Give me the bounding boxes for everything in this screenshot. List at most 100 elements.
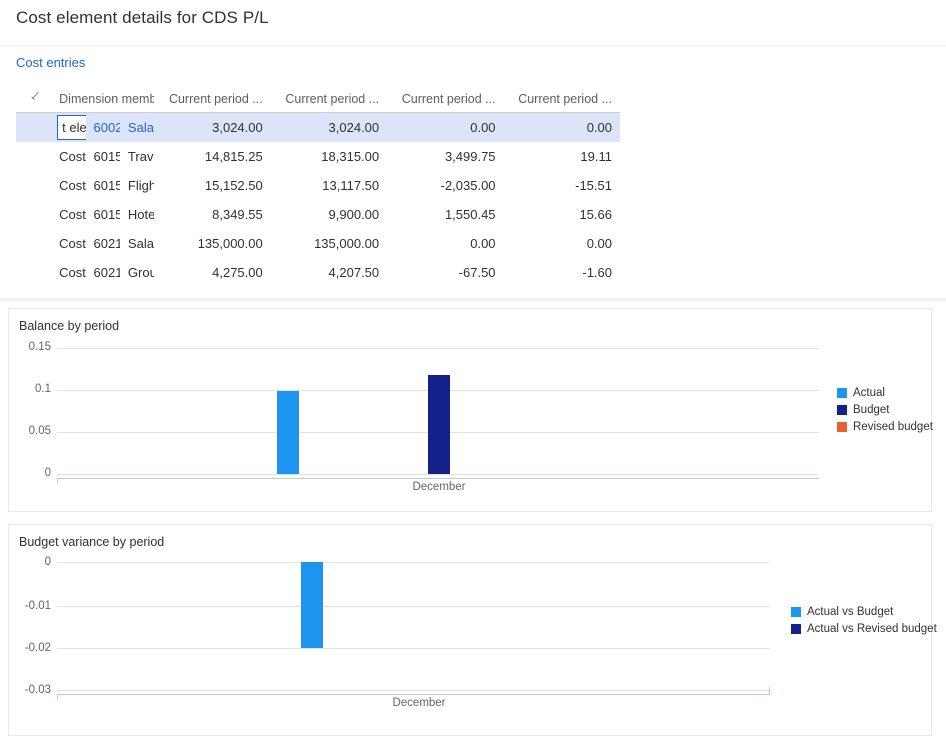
cell-description[interactable]: Salaries ... (127, 236, 154, 251)
cell-current-period-2[interactable]: 18,315.00 (321, 149, 380, 164)
table-row[interactable]: Cost ele... 601504 Flight Ex... 15,152.5… (16, 171, 620, 200)
cell-description[interactable]: Travel Ex... (127, 149, 154, 164)
table-row[interactable]: Cost ele... 602170 Group D... 4,275.00 4… (16, 258, 620, 287)
cell-dimension-member[interactable]: Cost ele... (59, 207, 86, 222)
cell-current-period-4[interactable]: 0.00 (503, 112, 620, 142)
balance-x-axis (57, 478, 819, 479)
cell-current-period-3[interactable]: -2,035.00 (440, 178, 496, 193)
grid-bottom-shadow (0, 298, 946, 304)
cell-current-period-1[interactable]: 135,000.00 (197, 236, 263, 251)
column-header-current-period-3[interactable]: Current period ... (387, 86, 504, 113)
cell-dimension-member[interactable]: Cost ele... (59, 178, 86, 193)
cell-cost-element-number[interactable]: 602100 (93, 236, 120, 251)
select-all-column-header[interactable] (16, 86, 52, 113)
cell-description[interactable]: Salaries ... (119, 112, 155, 142)
table-row[interactable]: t elements 600250 Salaries ... 3,024.00 … (16, 112, 620, 142)
row-select-cell[interactable] (16, 258, 51, 287)
table-body: t elements 600250 Salaries ... 3,024.00 … (16, 112, 620, 299)
checkmark-icon[interactable] (30, 91, 43, 104)
table-row-partial[interactable] (16, 287, 620, 298)
cell-current-period-3[interactable]: 0.00 (470, 236, 496, 251)
cell-cost-element-number[interactable]: 601504 (93, 178, 120, 193)
cost-entries-grid[interactable]: Dimension member Current period ... Curr… (16, 86, 620, 298)
variance-xtick-december: December (392, 697, 446, 709)
balance-bar-budget-december[interactable] (428, 375, 450, 474)
cell-dimension-member[interactable]: t elements (51, 112, 86, 142)
variance-gridline--0.01 (57, 606, 770, 607)
cell-cost-element-number[interactable]: 601506 (93, 207, 120, 222)
cell-current-period-2[interactable]: 4,207.50 (328, 265, 380, 280)
legend-label-revised-budget: Revised budget (853, 421, 933, 433)
row-select-cell[interactable] (16, 171, 51, 200)
column-header-current-period-2[interactable]: Current period ... (270, 86, 388, 113)
row-select-cell[interactable] (16, 112, 52, 142)
variance-ytick-0: 0 (44, 556, 51, 568)
column-header-dimension-member[interactable]: Dimension member (51, 86, 155, 113)
row-select-cell[interactable] (16, 142, 51, 171)
cost-entries-link[interactable]: Cost entries (16, 55, 86, 70)
cell-current-period-1[interactable]: 4,275.00 (212, 265, 263, 280)
cell-current-period-3[interactable]: -67.50 (458, 265, 496, 280)
variance-bar-actual-vs-budget-december[interactable] (301, 562, 323, 648)
legend-swatch-actual-vs-budget-icon (791, 607, 801, 617)
cost-entries-table: Dimension member Current period ... Curr… (16, 86, 620, 298)
cell-current-period-1[interactable]: 15,152.50 (204, 178, 263, 193)
legend-label-actual-vs-budget: Actual vs Budget (807, 606, 894, 618)
variance-x-axis-start-tick (57, 694, 58, 700)
legend-swatch-actual-vs-revised-budget-icon (791, 624, 801, 634)
table-row[interactable]: Cost ele... 602100 Salaries ... 135,000.… (16, 229, 620, 258)
cell-current-period-4[interactable]: -1.60 (582, 265, 612, 280)
row-select-cell[interactable] (16, 229, 51, 258)
variance-chart-legend: Actual vs Budget Actual vs Revised budge… (791, 604, 937, 638)
legend-item-revised-budget[interactable]: Revised budget (837, 419, 933, 435)
balance-plot-area (57, 339, 821, 484)
column-header-current-period-1[interactable]: Current period ... (154, 86, 271, 113)
cell-current-period-2[interactable]: 3,024.00 (270, 112, 388, 142)
variance-plot-area (57, 555, 772, 700)
balance-ytick-1: 0.1 (35, 383, 51, 395)
cell-current-period-4[interactable]: -15.51 (575, 178, 612, 193)
balance-ytick-2: 0.05 (28, 425, 51, 437)
cell-dimension-member[interactable]: Cost ele... (59, 149, 86, 164)
dimension-member-input[interactable]: t elements (57, 115, 86, 140)
row-select-cell[interactable] (16, 200, 51, 229)
cell-current-period-2[interactable]: 135,000.00 (314, 236, 380, 251)
cell-current-period-3[interactable]: 0.00 (387, 112, 504, 142)
legend-item-actual-vs-revised-budget[interactable]: Actual vs Revised budget (791, 621, 937, 637)
cell-current-period-4[interactable]: 15.66 (579, 207, 612, 222)
cell-current-period-4[interactable]: 0.00 (586, 236, 612, 251)
balance-by-period-card: Balance by period 0.15 0.1 0.05 0 Decemb… (8, 308, 933, 512)
variance-x-axis-end-tick (769, 687, 770, 695)
legend-item-actual[interactable]: Actual (837, 385, 933, 401)
cell-current-period-2[interactable]: 13,117.50 (322, 178, 380, 193)
table-row[interactable]: Cost ele... 601500 Travel Ex... 14,815.2… (16, 142, 620, 171)
balance-x-axis-start-tick (57, 478, 58, 484)
cell-cost-element-number[interactable]: 600250 (85, 112, 120, 142)
cell-description[interactable]: Flight Ex... (127, 178, 155, 193)
cell-current-period-1[interactable]: 8,349.55 (212, 207, 263, 222)
variance-gridline--0.03 (57, 690, 770, 691)
legend-item-budget[interactable]: Budget (837, 402, 933, 418)
cell-description[interactable]: Group D... (127, 265, 155, 280)
variance-x-axis (57, 694, 770, 695)
legend-item-actual-vs-budget[interactable]: Actual vs Budget (791, 604, 937, 620)
cell-current-period-4[interactable]: 19.11 (580, 149, 612, 164)
column-header-current-period-4[interactable]: Current period ... (503, 86, 620, 113)
cell-current-period-3[interactable]: 3,499.75 (444, 149, 496, 164)
cell-current-period-1[interactable]: 14,815.25 (204, 149, 263, 164)
page-header: Cost element details for CDS P/L (0, 0, 946, 46)
balance-chart-legend: Actual Budget Revised budget (837, 385, 933, 436)
balance-bar-actual-december[interactable] (277, 391, 299, 474)
legend-swatch-budget-icon (837, 405, 847, 415)
cell-current-period-2[interactable]: 9,900.00 (328, 207, 380, 222)
cell-dimension-member[interactable]: Cost ele... (59, 236, 86, 251)
cell-cost-element-number[interactable]: 601500 (93, 149, 120, 164)
cell-cost-element-number[interactable]: 602170 (93, 265, 120, 280)
cell-current-period-3[interactable]: 1,550.45 (444, 207, 496, 222)
balance-xtick-december: December (412, 481, 466, 493)
page-title: Cost element details for CDS P/L (16, 8, 269, 27)
cell-current-period-1[interactable]: 3,024.00 (154, 112, 271, 142)
cell-dimension-member[interactable]: Cost ele... (59, 265, 86, 280)
table-row[interactable]: Cost ele... 601506 Hotel Ex... 8,349.55 … (16, 200, 620, 229)
cell-description[interactable]: Hotel Ex... (127, 207, 155, 222)
